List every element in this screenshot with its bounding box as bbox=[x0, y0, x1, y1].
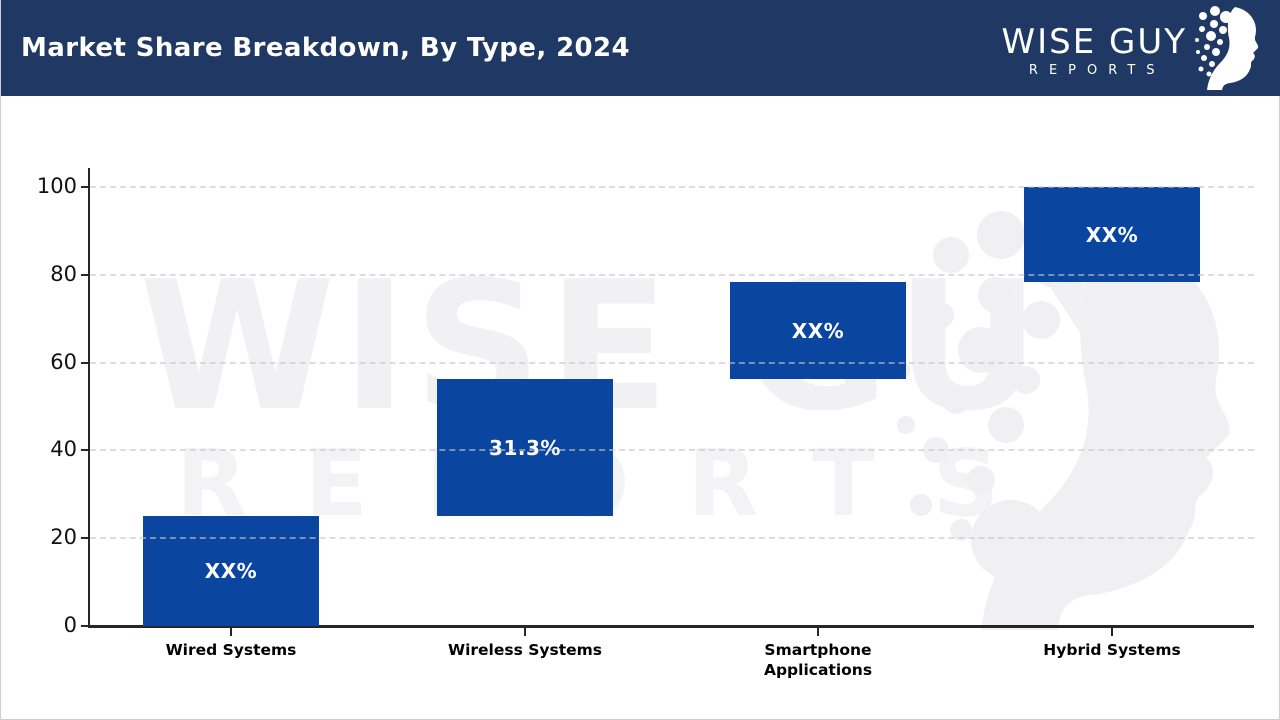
y-axis-line bbox=[88, 168, 90, 628]
category-label-hybrid-systems: Hybrid Systems bbox=[1043, 641, 1181, 659]
category-label-smartphone-applications: Smartphone Applications bbox=[763, 641, 873, 680]
y-axis-tick-label: 20 bbox=[50, 525, 77, 550]
bar-wireless-systems: 31.3% bbox=[437, 378, 613, 517]
logo-line2: REPORTS bbox=[1028, 63, 1166, 78]
bar-hybrid-systems: XX% bbox=[1024, 187, 1200, 283]
y-axis-tick bbox=[81, 186, 89, 188]
wiseguy-logo: WISE GUY REPORTS bbox=[1001, 6, 1267, 92]
gridline bbox=[90, 449, 1254, 452]
category-label-wired-systems: Wired Systems bbox=[165, 641, 297, 659]
bar-value-label: XX% bbox=[1085, 222, 1139, 247]
y-axis-tick bbox=[81, 449, 89, 452]
logo-line1: WISE GUY bbox=[1001, 22, 1187, 62]
bar-wired-systems: XX% bbox=[143, 516, 319, 626]
header-bar: Market Share Breakdown, By Type, 2024 WI… bbox=[1, 0, 1280, 96]
x-axis-tick bbox=[1111, 628, 1113, 636]
page-title: Market Share Breakdown, By Type, 2024 bbox=[21, 33, 631, 63]
y-axis-tick-label: 40 bbox=[50, 437, 77, 462]
x-axis-tick bbox=[524, 628, 526, 636]
y-axis-tick-label: 100 bbox=[36, 174, 77, 198]
y-axis-tick bbox=[81, 273, 89, 276]
gridline bbox=[90, 186, 1254, 188]
wiseguy-logo-text: WISE GUY REPORTS bbox=[1001, 22, 1187, 78]
gridline bbox=[90, 537, 1254, 540]
gridline bbox=[90, 273, 1254, 276]
y-axis-tick-label: 80 bbox=[50, 261, 77, 286]
x-axis-tick bbox=[817, 628, 819, 636]
y-axis-tick-label: 60 bbox=[50, 349, 77, 374]
gridline bbox=[90, 361, 1254, 364]
wiseguy-head-icon bbox=[1189, 4, 1267, 94]
category-label-wireless-systems: Wireless Systems bbox=[447, 641, 603, 659]
y-axis-tick-label: 0 bbox=[63, 613, 77, 637]
x-axis-tick bbox=[230, 628, 232, 636]
y-axis-tick bbox=[81, 361, 89, 364]
y-axis-tick bbox=[81, 625, 89, 627]
bar-value-label: 31.3% bbox=[489, 435, 561, 460]
bar-value-label: XX% bbox=[791, 318, 845, 343]
bar-value-label: XX% bbox=[204, 559, 258, 584]
x-axis-line bbox=[88, 625, 1254, 628]
bar-smartphone-applications: XX% bbox=[730, 282, 906, 379]
y-axis-tick bbox=[81, 537, 89, 540]
